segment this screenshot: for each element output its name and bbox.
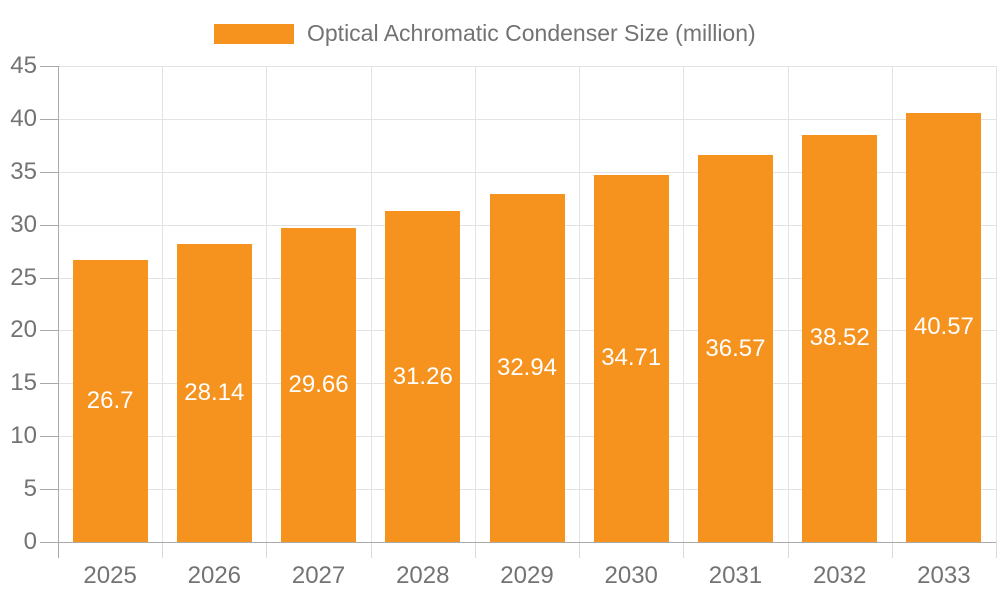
bar-2028[interactable]: 31.26 bbox=[385, 211, 461, 542]
x-axis-label-2030: 2030 bbox=[604, 562, 658, 589]
x-axis-label-2025: 2025 bbox=[83, 562, 137, 589]
y-axis-label: 40 bbox=[10, 104, 37, 132]
bar-2027[interactable]: 29.66 bbox=[281, 228, 357, 542]
y-axis-label: 45 bbox=[10, 52, 37, 79]
bar-2033[interactable]: 40.57 bbox=[906, 112, 982, 542]
x-axis-tick bbox=[683, 542, 685, 558]
bar-value-label: 34.71 bbox=[601, 344, 662, 372]
gridline-vertical bbox=[579, 66, 581, 542]
gridline-vertical bbox=[474, 66, 476, 542]
bar-2025[interactable]: 26.7 bbox=[72, 259, 148, 542]
gridline-vertical bbox=[683, 66, 685, 542]
x-axis-label-2027: 2027 bbox=[291, 562, 346, 589]
x-axis-label-2028: 2028 bbox=[396, 562, 450, 589]
y-axis-label: 25 bbox=[10, 263, 37, 291]
y-axis-label: 5 bbox=[23, 475, 37, 503]
gridline-vertical bbox=[996, 66, 997, 542]
bar-2026[interactable]: 28.14 bbox=[176, 244, 252, 542]
x-axis-tick bbox=[579, 542, 581, 558]
x-axis-label-2031: 2031 bbox=[708, 562, 763, 589]
bar-value-label: 40.57 bbox=[913, 313, 974, 341]
y-axis-tick bbox=[40, 542, 58, 543]
bar-value-label: 29.66 bbox=[288, 371, 349, 399]
x-axis-tick bbox=[162, 542, 164, 558]
gridline-horizontal bbox=[58, 171, 996, 173]
x-axis-tick bbox=[787, 542, 789, 558]
bar-value-label: 38.52 bbox=[809, 324, 870, 352]
y-axis-label: 35 bbox=[10, 157, 37, 185]
x-axis-tick bbox=[996, 542, 997, 558]
y-axis-tick bbox=[40, 330, 58, 332]
x-axis-label-2033: 2033 bbox=[917, 562, 971, 589]
legend-label: Optical Achromatic Condenser Size (milli… bbox=[307, 20, 756, 46]
bar-value-label: 26.7 bbox=[86, 386, 134, 414]
x-axis-tick bbox=[266, 542, 268, 558]
bar-2032[interactable]: 38.52 bbox=[802, 134, 878, 542]
y-axis-tick bbox=[40, 224, 58, 226]
bar-2030[interactable]: 34.71 bbox=[593, 174, 669, 542]
y-axis-tick bbox=[40, 66, 58, 67]
y-axis-line bbox=[58, 66, 59, 558]
gridline-vertical bbox=[370, 66, 372, 542]
bar-value-label: 32.94 bbox=[496, 353, 558, 381]
y-axis-tick bbox=[40, 277, 58, 279]
gridline-horizontal bbox=[58, 118, 996, 120]
x-axis-tick bbox=[891, 542, 893, 558]
bar-2031[interactable]: 36.57 bbox=[697, 155, 773, 542]
x-axis-label-2026: 2026 bbox=[187, 562, 242, 589]
gridline-vertical bbox=[162, 66, 164, 542]
x-axis-line bbox=[58, 542, 996, 543]
gridline-vertical bbox=[787, 66, 789, 542]
bar-2029[interactable]: 32.94 bbox=[489, 193, 565, 542]
legend-swatch bbox=[214, 23, 294, 44]
y-axis-tick bbox=[40, 171, 58, 173]
y-axis-tick bbox=[40, 489, 58, 491]
bar-value-label: 28.14 bbox=[184, 379, 245, 407]
legend[interactable]: Optical Achromatic Condenser Size (milli… bbox=[214, 20, 756, 47]
y-axis-label: 10 bbox=[10, 422, 37, 450]
y-axis-tick bbox=[40, 436, 58, 438]
y-axis-tick bbox=[40, 118, 58, 120]
x-axis-tick bbox=[370, 542, 372, 558]
x-axis-label-2029: 2029 bbox=[500, 562, 554, 589]
y-axis-label: 20 bbox=[10, 316, 37, 344]
gridline-vertical bbox=[891, 66, 893, 542]
y-axis-label: 0 bbox=[23, 528, 37, 555]
x-axis-label-2032: 2032 bbox=[812, 562, 867, 589]
x-axis-tick bbox=[474, 542, 476, 558]
gridline-horizontal bbox=[58, 66, 996, 67]
y-axis-label: 15 bbox=[10, 369, 37, 397]
y-axis-tick bbox=[40, 383, 58, 385]
gridline-vertical bbox=[266, 66, 268, 542]
bar-value-label: 31.26 bbox=[392, 362, 453, 390]
y-axis-label: 30 bbox=[10, 210, 37, 238]
bar-value-label: 36.57 bbox=[705, 334, 766, 362]
